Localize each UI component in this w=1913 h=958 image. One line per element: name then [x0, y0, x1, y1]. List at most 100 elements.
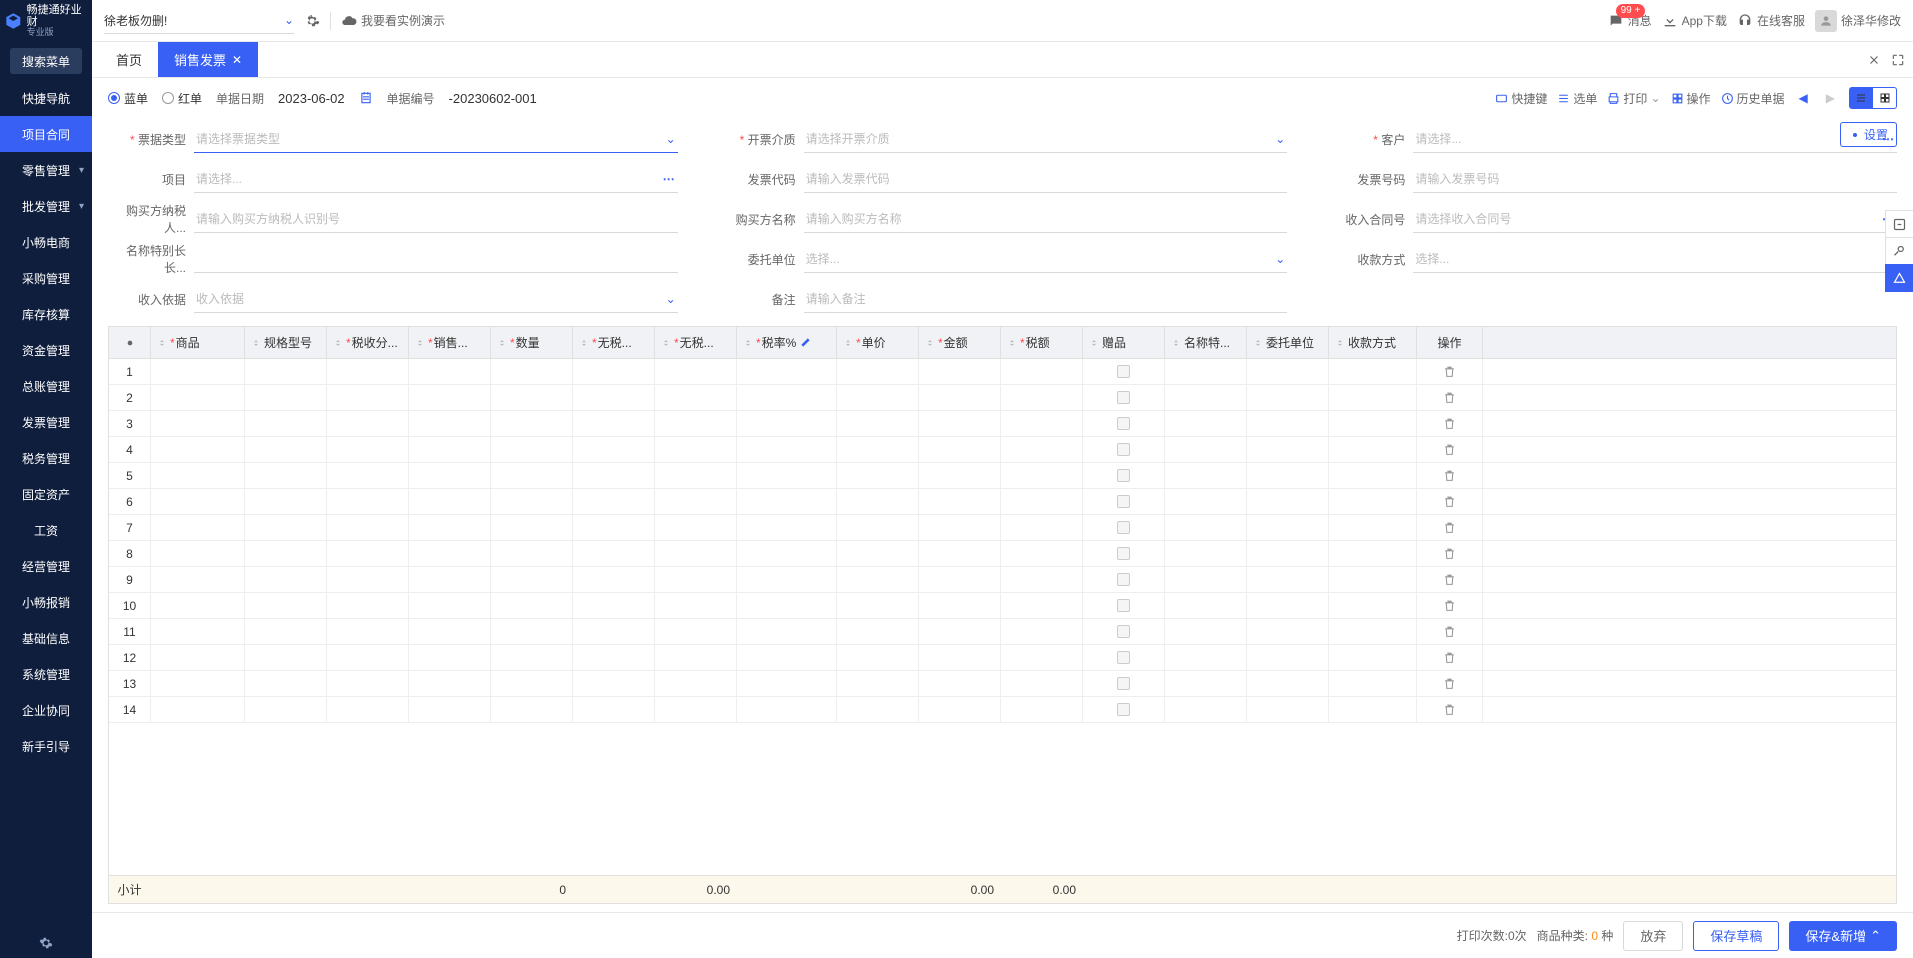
cell-sale[interactable]	[409, 697, 491, 722]
cell-entrust[interactable]	[1247, 515, 1329, 540]
cell-namelong[interactable]	[1165, 619, 1247, 644]
cell-spec[interactable]	[245, 359, 327, 384]
calendar-icon[interactable]	[359, 91, 373, 105]
cell-qty[interactable]	[491, 385, 573, 410]
cell-op[interactable]	[1417, 411, 1483, 436]
cell-notax2[interactable]	[655, 385, 737, 410]
cell-gift[interactable]	[1083, 359, 1165, 384]
next-doc[interactable]: ▶	[1822, 91, 1839, 105]
cell-gift[interactable]	[1083, 619, 1165, 644]
cell-paymethod[interactable]	[1329, 567, 1417, 592]
cell-amount[interactable]	[919, 645, 1001, 670]
sidebar-item-0[interactable]: 快捷导航	[0, 80, 92, 116]
sidebar-item-8[interactable]: 总账管理	[0, 368, 92, 404]
cell-op[interactable]	[1417, 619, 1483, 644]
checkbox[interactable]	[1117, 443, 1130, 456]
cell-notax2[interactable]	[655, 359, 737, 384]
cell-paymethod[interactable]	[1329, 645, 1417, 670]
cell-product[interactable]	[151, 697, 245, 722]
cell-spec[interactable]	[245, 697, 327, 722]
checkbox[interactable]	[1117, 625, 1130, 638]
cell-amount[interactable]	[919, 593, 1001, 618]
cell-rate[interactable]	[737, 463, 837, 488]
cell-qty[interactable]	[491, 567, 573, 592]
cell-rate[interactable]	[737, 619, 837, 644]
delete-icon[interactable]	[1443, 651, 1456, 664]
cell-rate[interactable]	[737, 385, 837, 410]
cell-notax2[interactable]	[655, 697, 737, 722]
cell-notax1[interactable]	[573, 437, 655, 462]
save-new-button[interactable]: 保存&新增⌃	[1789, 921, 1897, 951]
more-icon[interactable]: ⋯	[663, 172, 676, 186]
cell-product[interactable]	[151, 515, 245, 540]
tab-0[interactable]: 首页	[100, 42, 158, 77]
cell-entrust[interactable]	[1247, 411, 1329, 436]
cell-sale[interactable]	[409, 437, 491, 462]
cell-op[interactable]	[1417, 541, 1483, 566]
cell-tax_cat[interactable]	[327, 593, 409, 618]
checkbox[interactable]	[1117, 703, 1130, 716]
field-input[interactable]: ⋯	[1413, 125, 1897, 153]
cell-tax_cat[interactable]	[327, 671, 409, 696]
cell-tax_cat[interactable]	[327, 619, 409, 644]
cell-notax1[interactable]	[573, 385, 655, 410]
cell-op[interactable]	[1417, 359, 1483, 384]
field-input[interactable]: ⌄	[804, 125, 1288, 153]
delete-icon[interactable]	[1443, 547, 1456, 560]
checkbox[interactable]	[1117, 599, 1130, 612]
table-row[interactable]: 6	[109, 489, 1896, 515]
cell-taxamt[interactable]	[1001, 437, 1083, 462]
cell-rate[interactable]	[737, 567, 837, 592]
sidebar-item-15[interactable]: 基础信息	[0, 620, 92, 656]
operate-link[interactable]: 操作	[1671, 90, 1711, 107]
cell-sale[interactable]	[409, 411, 491, 436]
checkbox[interactable]	[1117, 677, 1130, 690]
edit-icon[interactable]	[800, 337, 811, 348]
cell-paymethod[interactable]	[1329, 489, 1417, 514]
field-input[interactable]: ⌄	[1413, 245, 1897, 273]
cell-gift[interactable]	[1083, 489, 1165, 514]
cell-product[interactable]	[151, 437, 245, 462]
cell-qty[interactable]	[491, 619, 573, 644]
view-list[interactable]	[1849, 87, 1873, 109]
checkbox[interactable]	[1117, 521, 1130, 534]
cell-notax1[interactable]	[573, 697, 655, 722]
cell-gift[interactable]	[1083, 463, 1165, 488]
checkbox[interactable]	[1117, 495, 1130, 508]
sidebar-item-17[interactable]: 企业协同	[0, 692, 92, 728]
cell-rate[interactable]	[737, 515, 837, 540]
cell-notax2[interactable]	[655, 515, 737, 540]
sidebar-item-12[interactable]: 工资	[0, 512, 92, 548]
cell-qty[interactable]	[491, 593, 573, 618]
cell-amount[interactable]	[919, 567, 1001, 592]
cell-spec[interactable]	[245, 411, 327, 436]
table-row[interactable]: 3	[109, 411, 1896, 437]
field-input[interactable]: ⌄	[804, 245, 1288, 273]
cell-rate[interactable]	[737, 645, 837, 670]
cell-price[interactable]	[837, 385, 919, 410]
cell-qty[interactable]	[491, 359, 573, 384]
delete-icon[interactable]	[1443, 625, 1456, 638]
tab-close-icon[interactable]: ✕	[232, 53, 242, 67]
cell-namelong[interactable]	[1165, 593, 1247, 618]
cell-taxamt[interactable]	[1001, 671, 1083, 696]
cell-gift[interactable]	[1083, 437, 1165, 462]
cell-namelong[interactable]	[1165, 437, 1247, 462]
cell-namelong[interactable]	[1165, 463, 1247, 488]
sidebar-item-14[interactable]: 小畅报销	[0, 584, 92, 620]
table-row[interactable]: 11	[109, 619, 1896, 645]
messages-link[interactable]: 99 + 消息	[1608, 12, 1652, 29]
cell-product[interactable]	[151, 463, 245, 488]
cell-notax1[interactable]	[573, 567, 655, 592]
field-input[interactable]: ⌄	[194, 285, 678, 313]
cell-taxamt[interactable]	[1001, 385, 1083, 410]
th-paymethod[interactable]: 收款方式	[1329, 327, 1417, 358]
cell-notax1[interactable]	[573, 593, 655, 618]
delete-icon[interactable]	[1443, 703, 1456, 716]
table-row[interactable]: 14	[109, 697, 1896, 723]
cell-tax_cat[interactable]	[327, 359, 409, 384]
cell-op[interactable]	[1417, 515, 1483, 540]
sidebar-item-4[interactable]: 小畅电商	[0, 224, 92, 260]
sidebar-item-9[interactable]: 发票管理	[0, 404, 92, 440]
checkbox[interactable]	[1117, 547, 1130, 560]
